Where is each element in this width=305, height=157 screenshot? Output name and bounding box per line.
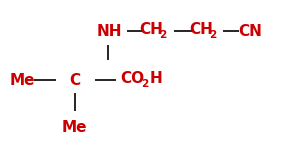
Text: CH: CH	[189, 22, 213, 37]
Text: CN: CN	[238, 24, 262, 39]
Text: 2: 2	[141, 78, 149, 89]
Text: Me: Me	[9, 73, 35, 88]
Text: H: H	[150, 71, 163, 86]
Text: 2: 2	[209, 30, 217, 40]
Text: CH: CH	[140, 22, 163, 37]
Text: CO: CO	[120, 71, 145, 86]
Text: NH: NH	[96, 24, 122, 39]
Text: Me: Me	[62, 120, 88, 135]
Text: C: C	[69, 73, 80, 88]
Text: 2: 2	[160, 30, 167, 40]
